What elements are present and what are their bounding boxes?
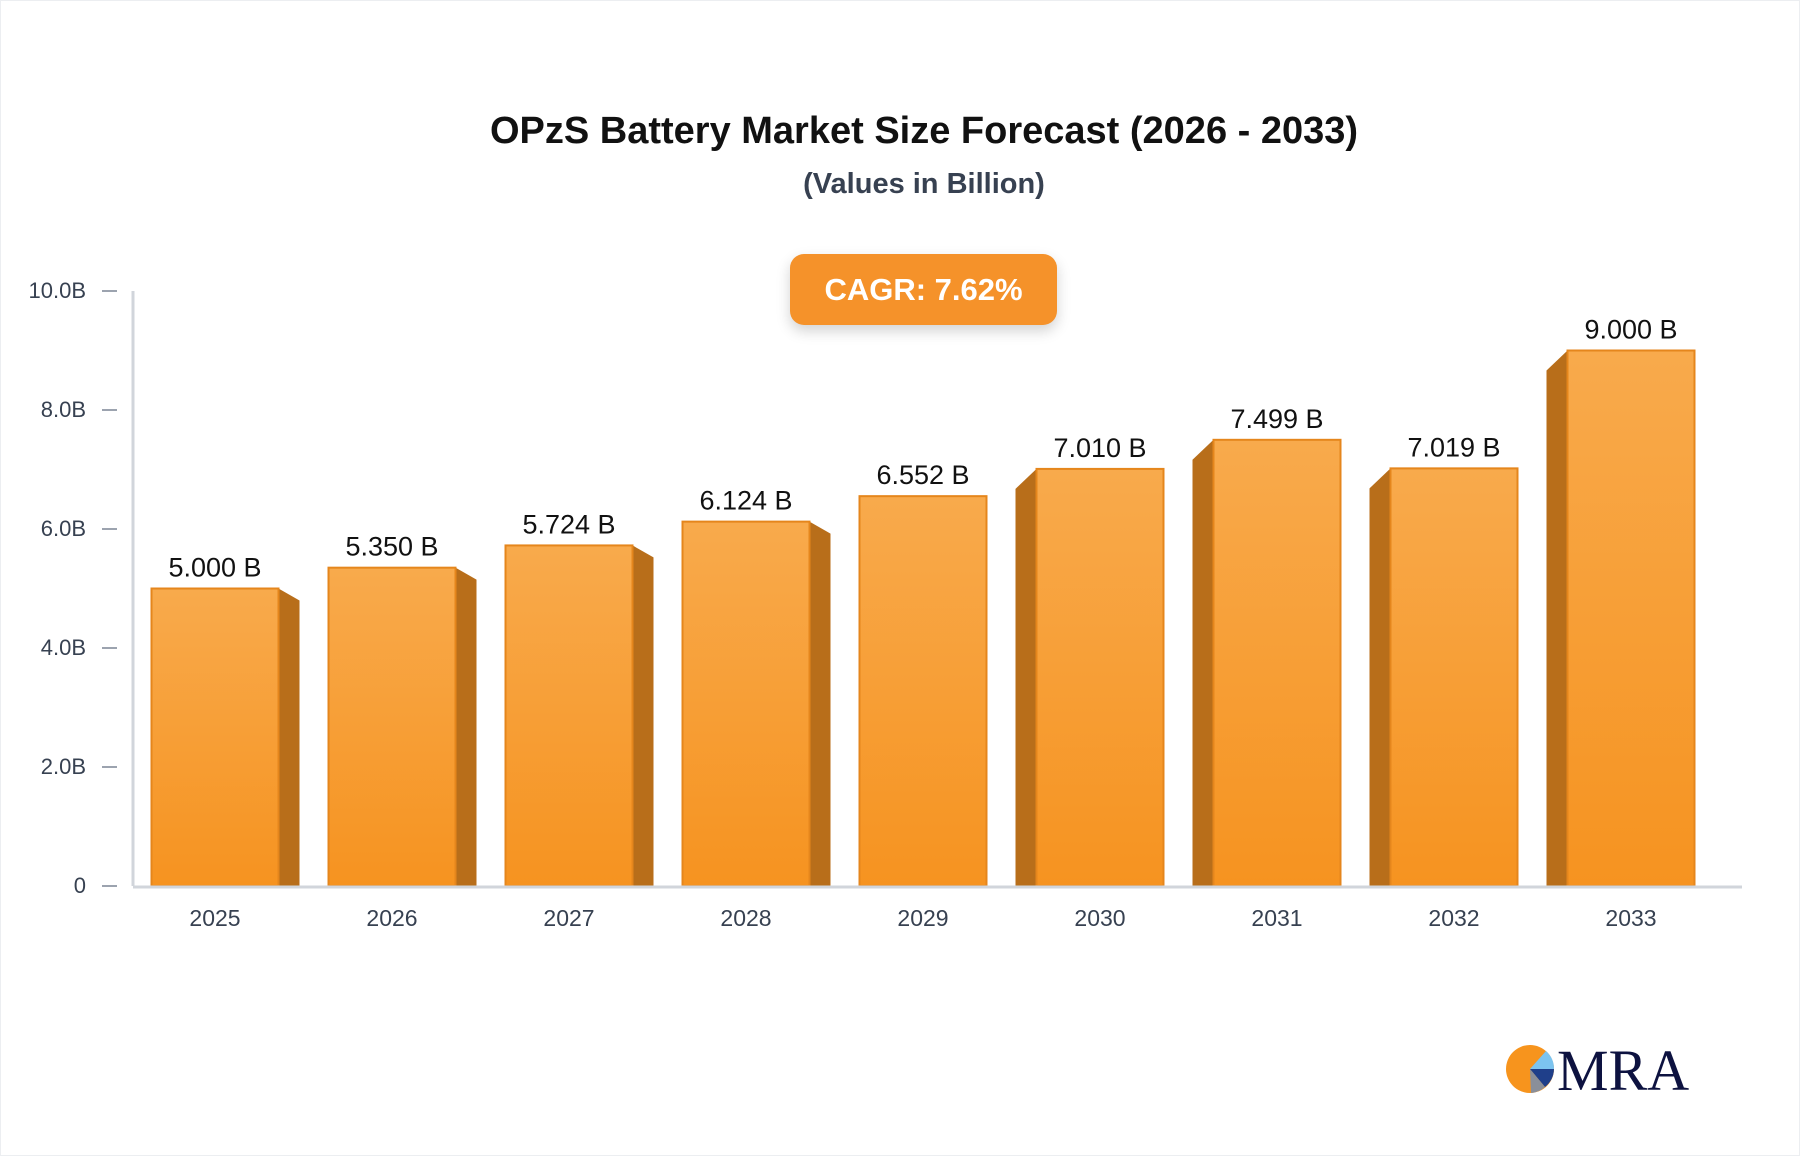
x-tick-label: 2028 (720, 905, 771, 931)
x-tick-label: 2026 (366, 905, 417, 931)
bar-side (809, 521, 831, 886)
y-tick-label: 10.0B (29, 278, 87, 303)
bar (1212, 438, 1342, 887)
bar (858, 495, 988, 887)
bar-side (632, 545, 654, 886)
bar-side (1546, 350, 1568, 886)
y-tick-label: 8.0B (41, 397, 86, 422)
data-label: 6.552 B (876, 460, 969, 490)
bar (150, 587, 280, 887)
bar (1389, 467, 1519, 887)
bar (681, 520, 811, 887)
y-tick-label: 0 (74, 873, 86, 898)
bar-side (1369, 468, 1391, 886)
data-label: 6.124 B (699, 486, 792, 516)
chart-subtitle: (Values in Billion) (803, 168, 1045, 200)
bar-side (278, 588, 300, 886)
y-tick-label: 2.0B (41, 754, 86, 779)
bar (327, 566, 457, 887)
data-label: 7.499 B (1230, 404, 1323, 434)
x-tick-label: 2029 (897, 905, 948, 931)
x-tick-label: 2032 (1428, 905, 1479, 931)
bar (1035, 467, 1165, 887)
x-tick-label: 2030 (1074, 905, 1125, 931)
x-tick-label: 2031 (1251, 905, 1302, 931)
chart-title: OPzS Battery Market Size Forecast (2026 … (489, 110, 1359, 152)
y-tick-label: 4.0B (41, 635, 86, 660)
x-tick-label: 2033 (1605, 905, 1656, 931)
x-tick-label: 2027 (543, 905, 594, 931)
data-label: 7.019 B (1407, 432, 1500, 462)
bar-side (1192, 439, 1214, 886)
bar (504, 544, 634, 887)
cagr-badge: CAGR: 7.62% (790, 254, 1057, 325)
data-label: 5.000 B (168, 553, 261, 583)
data-label: 9.000 B (1584, 315, 1677, 345)
data-label: 7.010 B (1053, 433, 1146, 463)
x-tick-label: 2025 (189, 905, 240, 931)
bar-side (1015, 468, 1037, 886)
logo-text: MRA (1557, 1040, 1689, 1100)
data-label: 5.350 B (345, 532, 438, 562)
data-label: 5.724 B (522, 509, 615, 539)
y-tick-label: 6.0B (41, 516, 86, 541)
bar-side (455, 567, 477, 886)
mra-logo: MRA (1506, 1040, 1689, 1100)
bar (1566, 349, 1696, 887)
